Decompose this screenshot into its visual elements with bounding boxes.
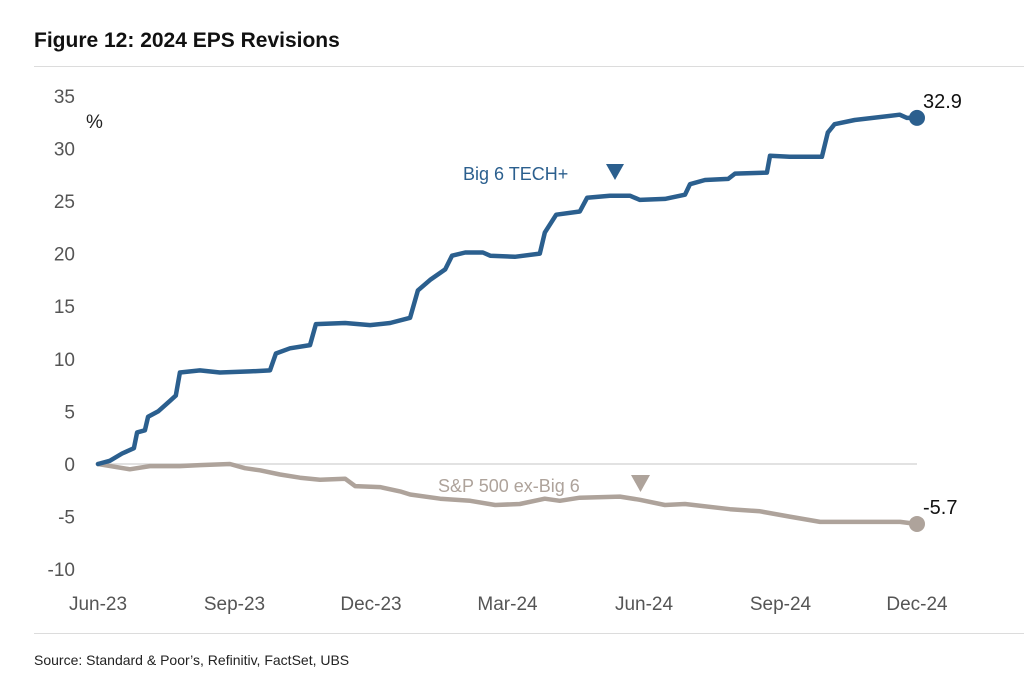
y-tick-label: 5 — [64, 402, 75, 423]
x-tick-label: Sep-24 — [750, 594, 812, 615]
y-tick-label: -5 — [58, 508, 75, 529]
y-tick-label: 30 — [54, 139, 75, 160]
x-tick-label: Jun-24 — [615, 594, 674, 615]
series-line-big6 — [95, 112, 920, 467]
y-tick-label: 25 — [54, 192, 75, 213]
series-group: -5.7 32.9 — [95, 91, 962, 532]
x-tick-label: Dec-23 — [340, 594, 401, 615]
triangle-down-icon — [606, 164, 624, 180]
chart-title: Figure 12: 2024 EPS Revisions — [34, 29, 340, 52]
source-note: Source: Standard & Poor’s, Refinitiv, Fa… — [34, 652, 350, 668]
triangle-down-icon — [631, 475, 650, 492]
y-axis-unit-label: % — [86, 112, 103, 133]
x-tick-label: Mar-24 — [477, 594, 538, 615]
y-tick-label: 10 — [54, 350, 75, 371]
title-divider — [34, 66, 1024, 67]
source-divider — [34, 633, 1024, 634]
y-tick-label: 20 — [54, 245, 75, 266]
y-tick-label: 0 — [64, 455, 75, 476]
x-tick-label: Dec-24 — [886, 594, 948, 615]
x-tick-label: Jun-23 — [69, 594, 127, 615]
end-value-label-sp500: -5.7 — [923, 497, 957, 519]
y-tick-label: -10 — [48, 560, 75, 581]
end-value-label-big6: 32.9 — [923, 91, 962, 113]
end-marker-big6 — [909, 109, 925, 126]
y-tick-label: 15 — [54, 297, 75, 318]
y-tick-label: 35 — [54, 87, 75, 108]
series-label-sp500: S&P 500 ex-Big 6 — [438, 476, 580, 496]
x-tick-label: Sep-23 — [204, 594, 265, 615]
x-axis: Jun-23 Sep-23 Dec-23 Mar-24 Jun-24 Sep-24 Dec-… — [69, 594, 948, 615]
y-axis: 35 30 25 20 15 10 5 0 -5 -10 — [48, 87, 75, 581]
series-label-big6: Big 6 TECH+ — [463, 164, 568, 184]
end-marker-sp500 — [909, 515, 925, 532]
series-line-sp500 — [95, 461, 920, 527]
